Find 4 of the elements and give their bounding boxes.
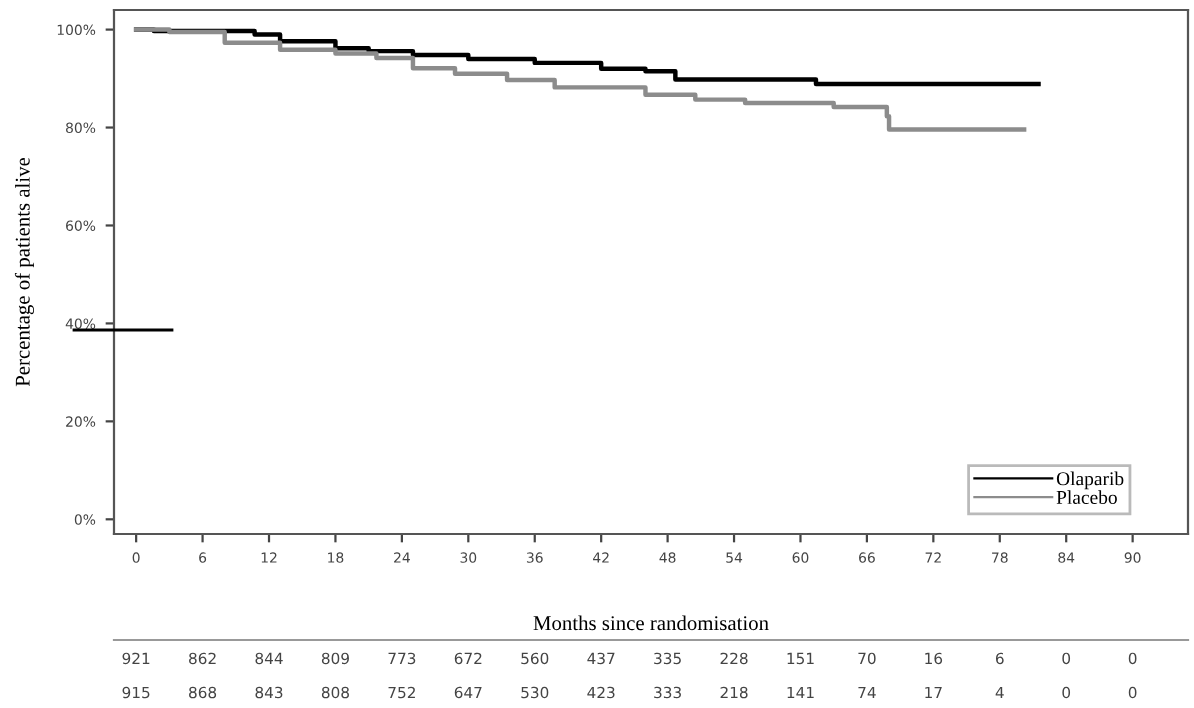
y-axis-title: Percentage of patients alive [14,157,35,387]
legend-label: Placebo [1056,490,1117,505]
legend-label: Olaparib [1056,471,1124,490]
x-axis-title: Months since randomisation [533,615,769,631]
